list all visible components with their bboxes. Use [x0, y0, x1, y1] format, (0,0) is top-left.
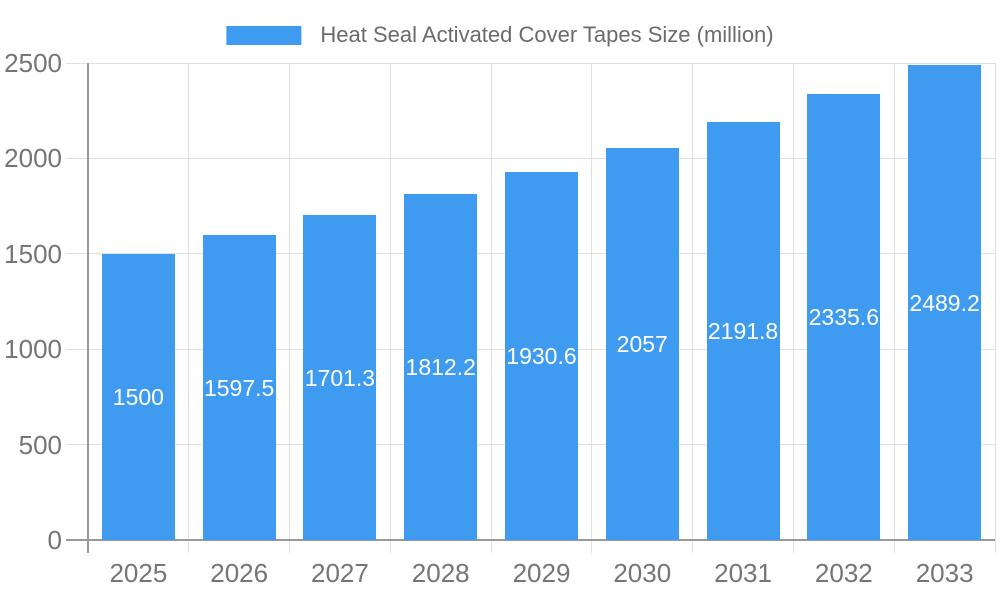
bar[interactable] [404, 194, 478, 540]
bar-value-label: 1597.5 [203, 374, 275, 401]
legend[interactable]: Heat Seal Activated Cover Tapes Size (mi… [226, 22, 774, 48]
legend-label: Heat Seal Activated Cover Tapes Size (mi… [320, 22, 774, 47]
y-axis-line [87, 63, 89, 553]
grid-line-vertical [994, 63, 996, 553]
bar[interactable] [807, 94, 881, 540]
x-axis-tick-label: 2027 [311, 558, 369, 588]
bar-value-label: 2057 [616, 330, 668, 357]
bar-value-label: 1701.3 [304, 364, 376, 391]
legend-swatch [226, 25, 302, 45]
bar[interactable] [202, 235, 276, 540]
grid-line-vertical [389, 63, 391, 553]
x-axis-tick-label: 2029 [512, 558, 571, 588]
grid-line-vertical [490, 63, 492, 553]
x-axis-tick-label: 2030 [613, 558, 672, 588]
bar[interactable] [706, 121, 780, 540]
grid-line-horizontal [66, 62, 995, 64]
bar-value-label: 2335.6 [808, 304, 879, 331]
grid-line-horizontal [66, 157, 995, 159]
bar-value-label: 1812.2 [405, 354, 476, 381]
x-axis-tick-label: 2032 [814, 558, 873, 588]
x-axis-tick-label: 2031 [714, 558, 772, 588]
x-axis-tick-label: 2025 [109, 558, 168, 588]
bar[interactable] [605, 147, 679, 540]
bar-value-label: 1500 [112, 383, 164, 410]
x-axis-tick-label: 2026 [210, 558, 269, 588]
grid-line-vertical [289, 63, 291, 553]
y-axis-tick-label: 2000 [4, 143, 62, 174]
y-axis-tick-label: 2500 [4, 48, 62, 78]
bar-value-label: 1930.6 [506, 342, 577, 369]
bar[interactable] [505, 171, 578, 540]
grid-line-vertical [188, 63, 190, 553]
grid-line-vertical [692, 63, 694, 553]
bar[interactable] [908, 65, 982, 540]
x-axis-line [66, 539, 995, 541]
y-axis-tick-label: 500 [18, 429, 62, 460]
x-axis-tick-label: 2033 [915, 558, 974, 588]
bar-value-label: 2489.2 [909, 289, 980, 316]
bar[interactable] [303, 215, 377, 540]
y-axis-tick-label: 0 [47, 525, 62, 555]
x-axis-tick-label: 2028 [411, 558, 470, 588]
grid-line-vertical [792, 63, 794, 553]
bar[interactable] [101, 253, 175, 540]
bar-value-label: 2191.8 [707, 317, 779, 344]
grid-line-vertical [893, 63, 895, 553]
y-axis-tick-label: 1000 [4, 334, 62, 365]
y-axis-tick-label: 1500 [4, 238, 62, 269]
grid-line-vertical [591, 63, 593, 553]
